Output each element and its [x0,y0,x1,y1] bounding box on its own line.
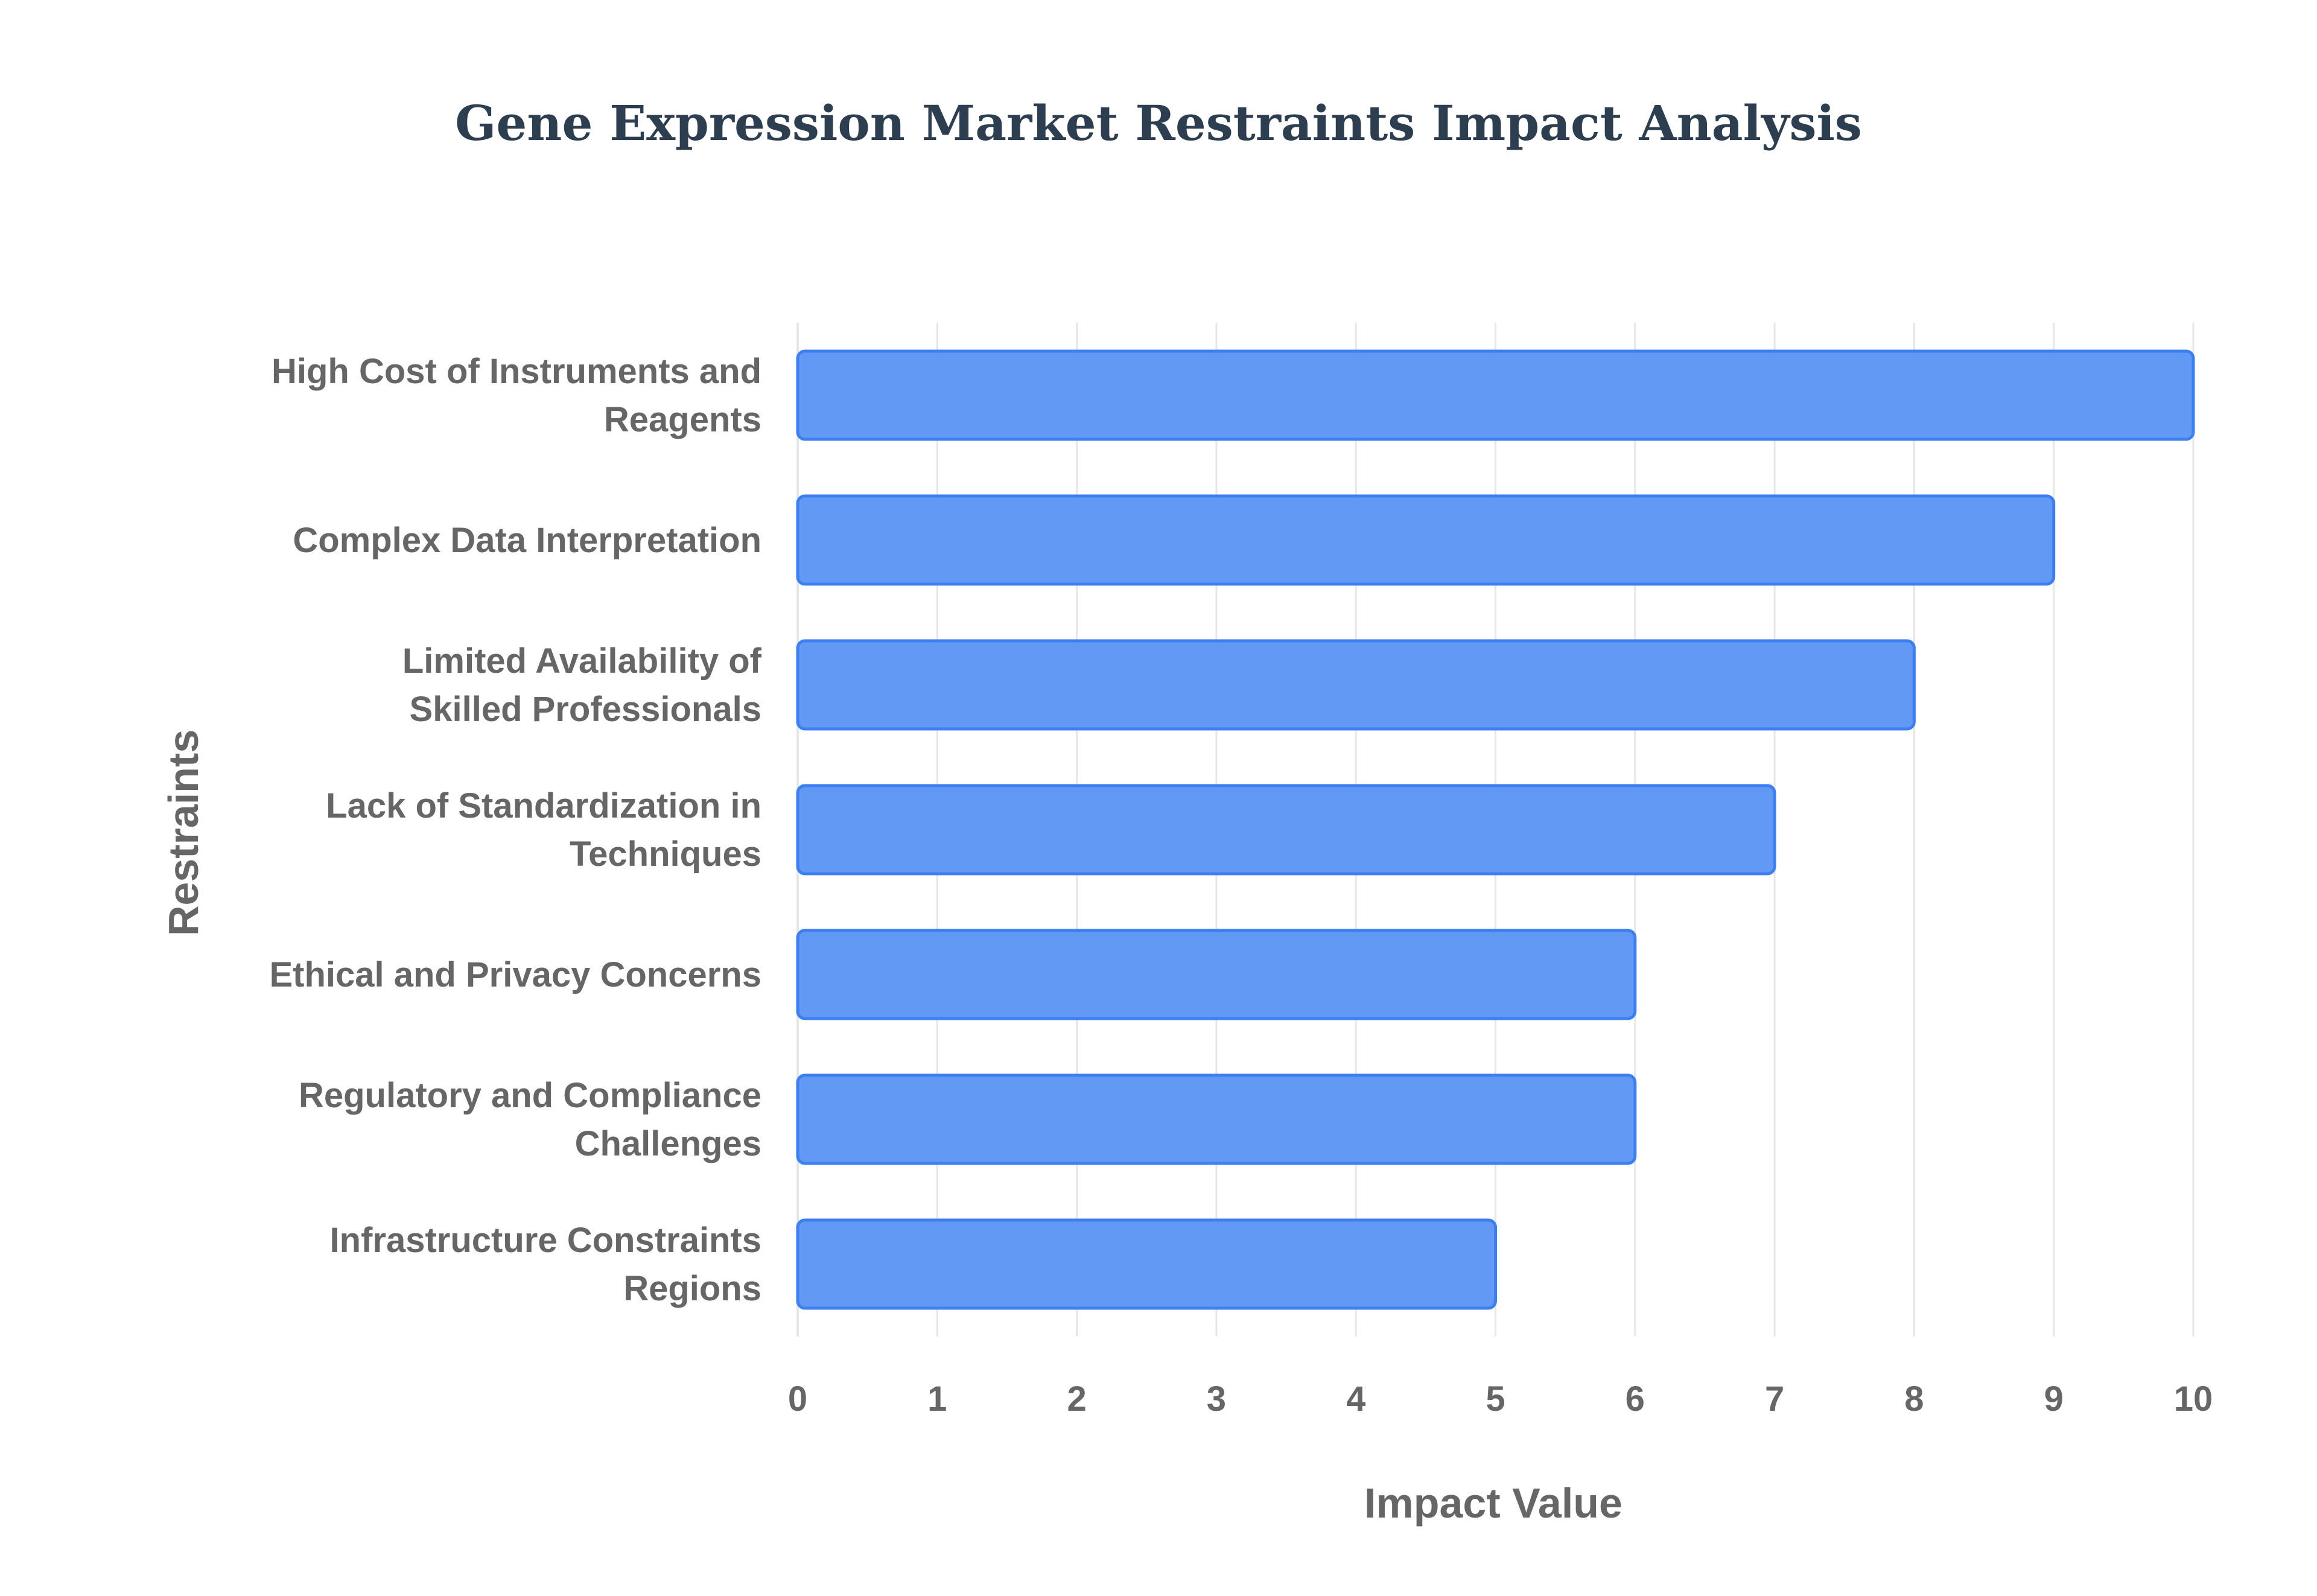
category-label: High Cost of Instruments and Reagents [272,352,761,439]
category-label: Ethical and Privacy Concerns [269,955,761,994]
category-label: Limited Availability of Skilled Professio… [402,641,762,729]
x-tick-label: 4 [1346,1379,1365,1419]
x-tick-label: 3 [1207,1379,1226,1419]
x-axis-title: Impact Value [1364,1480,1623,1527]
category-label: Infrastructure Constraints Regions [330,1221,761,1308]
y-axis-title: Restraints [160,730,207,936]
bar [796,784,1776,876]
category-label: Regulatory and Compliance Challenges [299,1076,761,1163]
category-labels: High Cost of Instruments and Reagents Comp… [269,352,761,1308]
bars [796,349,2195,1310]
x-tick-label: 8 [1904,1379,1924,1419]
x-tick-label: 6 [1626,1379,1645,1419]
x-tick-label: 0 [788,1379,807,1419]
bar [796,929,1637,1020]
x-tick-label: 9 [2044,1379,2064,1419]
bar [796,639,1916,731]
bar [796,494,2056,586]
category-label: Lack of Standardization in Techniques [326,786,761,874]
bar [796,1073,1637,1165]
x-tick-label: 7 [1765,1379,1784,1419]
x-tick-label: 2 [1067,1379,1086,1419]
bar [796,349,2195,441]
chart-title: Gene Expression Market Restraints Impact… [455,95,1862,151]
x-tick-label: 10 [2174,1379,2213,1419]
category-label: Complex Data Interpretation [293,521,761,560]
x-tick-label: 1 [927,1379,947,1419]
x-tick-label: 5 [1486,1379,1505,1419]
x-tick-labels: 0 1 2 3 4 5 6 7 8 9 10 [788,1379,2213,1419]
bar [796,1218,1497,1310]
